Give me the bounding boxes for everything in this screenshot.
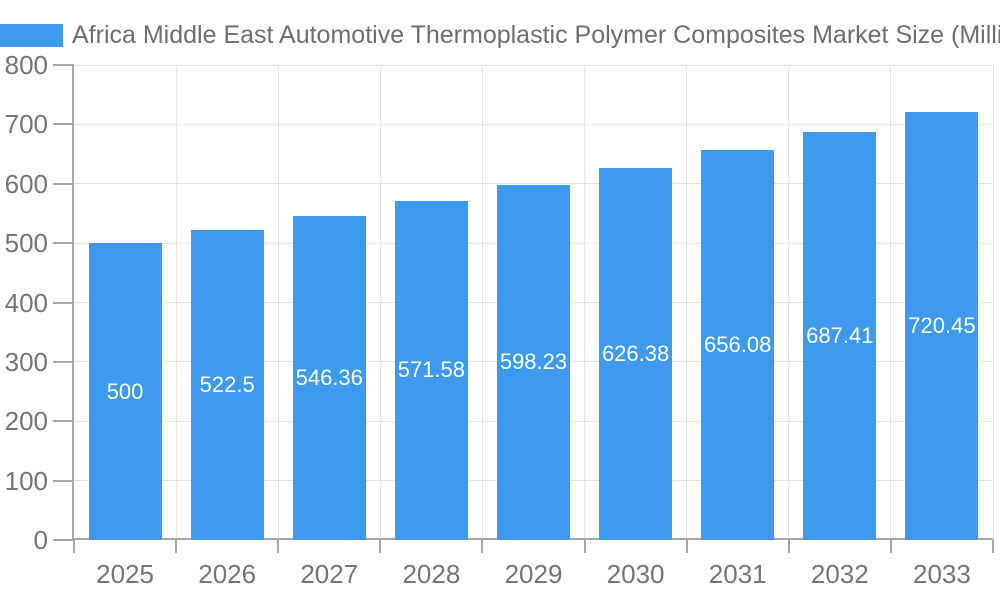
h-gridline [74, 183, 993, 185]
x-axis-label: 2033 [913, 559, 971, 589]
bar[interactable] [190, 229, 264, 540]
y-axis-label: 0 [33, 525, 48, 555]
x-axis-tick [583, 540, 586, 553]
bar[interactable] [599, 168, 673, 540]
bar-value-label: 598.23 [499, 349, 568, 375]
x-axis-label: 2027 [300, 559, 359, 589]
v-gridline [175, 65, 177, 540]
x-axis-tick [889, 540, 892, 553]
x-axis-label: 2026 [198, 559, 257, 589]
bar[interactable] [394, 200, 468, 540]
x-axis-tick [685, 540, 688, 553]
bar[interactable] [292, 215, 366, 540]
y-axis-label: 300 [4, 346, 48, 377]
x-axis-label: 2029 [504, 559, 563, 589]
bar[interactable] [496, 184, 570, 540]
v-gridline [379, 65, 381, 540]
y-axis-label: 700 [4, 109, 48, 140]
legend[interactable]: Africa Middle East Automotive Thermoplas… [0, 21, 1000, 50]
y-axis-tick [53, 64, 74, 66]
y-axis-label: 200 [4, 406, 48, 437]
h-gridline [74, 123, 993, 125]
y-axis-label: 600 [4, 168, 48, 199]
x-axis-label: 2025 [96, 559, 154, 589]
bar[interactable] [803, 131, 877, 540]
bar-value-label: 720.45 [908, 313, 976, 339]
bar-value-label: 571.58 [397, 357, 466, 383]
y-axis-label: 500 [4, 228, 48, 259]
bar[interactable] [701, 150, 775, 540]
y-axis-label: 100 [4, 465, 48, 496]
x-axis-label: 2032 [810, 559, 869, 589]
y-axis-tick [53, 420, 74, 423]
y-axis-tick [53, 242, 74, 245]
x-axis-tick [481, 540, 484, 553]
v-gridline [277, 65, 279, 540]
y-axis-tick [53, 539, 74, 541]
v-gridline [686, 65, 688, 540]
bar-value-label: 546.36 [295, 364, 363, 390]
bar-value-label: 687.41 [806, 322, 874, 348]
x-axis-tick [73, 540, 75, 553]
v-gridline [890, 65, 892, 540]
x-axis-label: 2030 [606, 559, 665, 589]
bar-value-label: 522.5 [199, 371, 255, 397]
h-gridline [74, 64, 993, 66]
y-axis-tick [53, 182, 74, 185]
bar[interactable] [905, 112, 979, 540]
y-axis-tick [53, 123, 74, 126]
y-axis-tick [53, 301, 74, 304]
y-axis-line [72, 65, 74, 540]
y-axis-tick [53, 479, 74, 482]
x-axis-label: 2031 [708, 559, 767, 589]
y-axis-label: 400 [4, 287, 48, 318]
x-axis-tick [175, 540, 178, 553]
x-axis-tick [379, 540, 382, 553]
x-axis-tick [787, 540, 790, 553]
y-axis-label: 800 [4, 50, 48, 80]
x-axis-label: 2028 [402, 559, 461, 589]
legend-series-label: Africa Middle East Automotive Thermoplas… [72, 21, 1000, 49]
bar[interactable] [88, 243, 162, 540]
v-gridline [788, 65, 790, 540]
legend-swatch-icon [0, 24, 63, 47]
bar-value-label: 500 [106, 378, 144, 404]
x-axis-tick [277, 540, 280, 553]
v-gridline [992, 65, 994, 540]
x-axis-tick [992, 540, 994, 553]
v-gridline [584, 65, 586, 540]
y-axis-tick [53, 360, 74, 363]
bar-value-label: 656.08 [704, 332, 772, 358]
v-gridline [481, 65, 483, 540]
bar-value-label: 626.38 [601, 341, 670, 367]
